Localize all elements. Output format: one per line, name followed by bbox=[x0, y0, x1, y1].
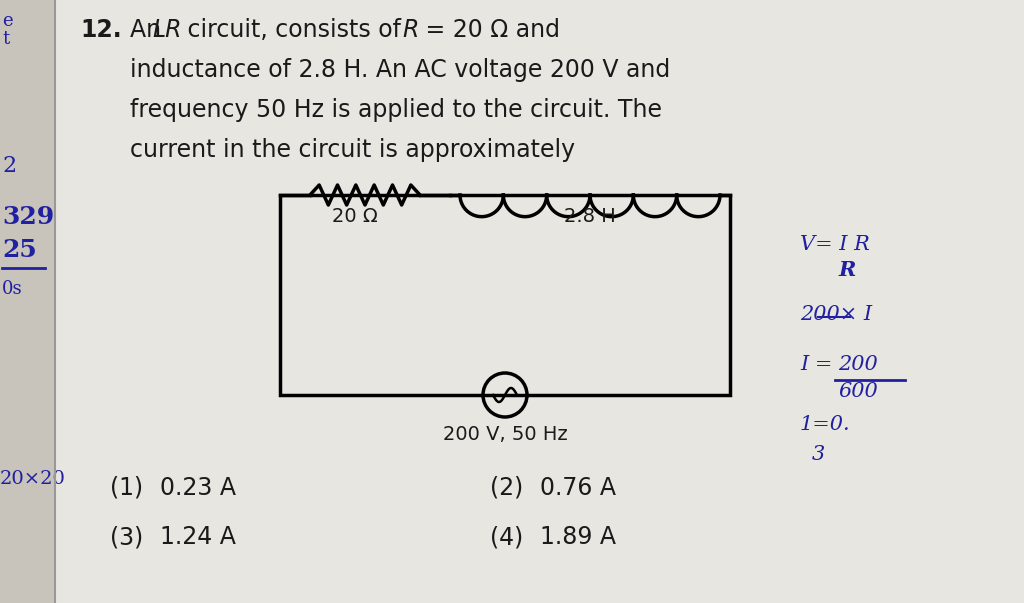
Text: 1.24 A: 1.24 A bbox=[160, 525, 236, 549]
Text: 20×20: 20×20 bbox=[0, 470, 66, 488]
Text: circuit, consists of: circuit, consists of bbox=[180, 18, 409, 42]
Text: 25: 25 bbox=[2, 238, 37, 262]
Text: frequency 50 Hz is applied to the circuit. The: frequency 50 Hz is applied to the circui… bbox=[130, 98, 662, 122]
Text: R: R bbox=[838, 260, 855, 280]
Text: 12.: 12. bbox=[80, 18, 122, 42]
Text: e: e bbox=[2, 12, 12, 30]
Text: inductance of 2.8 H. An AC voltage 200 V and: inductance of 2.8 H. An AC voltage 200 V… bbox=[130, 58, 671, 82]
Bar bbox=[280, 195, 730, 395]
Text: 329: 329 bbox=[2, 205, 54, 229]
Text: (2): (2) bbox=[490, 476, 523, 500]
Text: 1.89 A: 1.89 A bbox=[540, 525, 616, 549]
Text: 3: 3 bbox=[812, 445, 825, 464]
Text: An: An bbox=[130, 18, 169, 42]
Text: I =: I = bbox=[800, 355, 833, 374]
Text: current in the circuit is approximately: current in the circuit is approximately bbox=[130, 138, 575, 162]
Text: (1): (1) bbox=[110, 476, 143, 500]
Text: 0.23 A: 0.23 A bbox=[160, 476, 236, 500]
Text: 1=0.: 1=0. bbox=[800, 415, 851, 434]
Text: LR: LR bbox=[152, 18, 181, 42]
Text: 200× I: 200× I bbox=[800, 305, 872, 324]
Text: 0s: 0s bbox=[2, 280, 23, 298]
Text: 200: 200 bbox=[838, 355, 878, 374]
Text: 200 V, 50 Hz: 200 V, 50 Hz bbox=[442, 425, 567, 444]
Text: (3): (3) bbox=[110, 525, 143, 549]
Text: R: R bbox=[402, 18, 419, 42]
Text: 600: 600 bbox=[838, 382, 878, 401]
Text: = 20 Ω and: = 20 Ω and bbox=[418, 18, 560, 42]
Text: 20 Ω: 20 Ω bbox=[332, 207, 378, 226]
Text: (4): (4) bbox=[490, 525, 523, 549]
Text: V= I R: V= I R bbox=[800, 235, 869, 254]
Text: 2.8 H: 2.8 H bbox=[564, 207, 615, 226]
Text: 2: 2 bbox=[2, 155, 16, 177]
Text: 0.76 A: 0.76 A bbox=[540, 476, 616, 500]
Text: t: t bbox=[2, 30, 9, 48]
